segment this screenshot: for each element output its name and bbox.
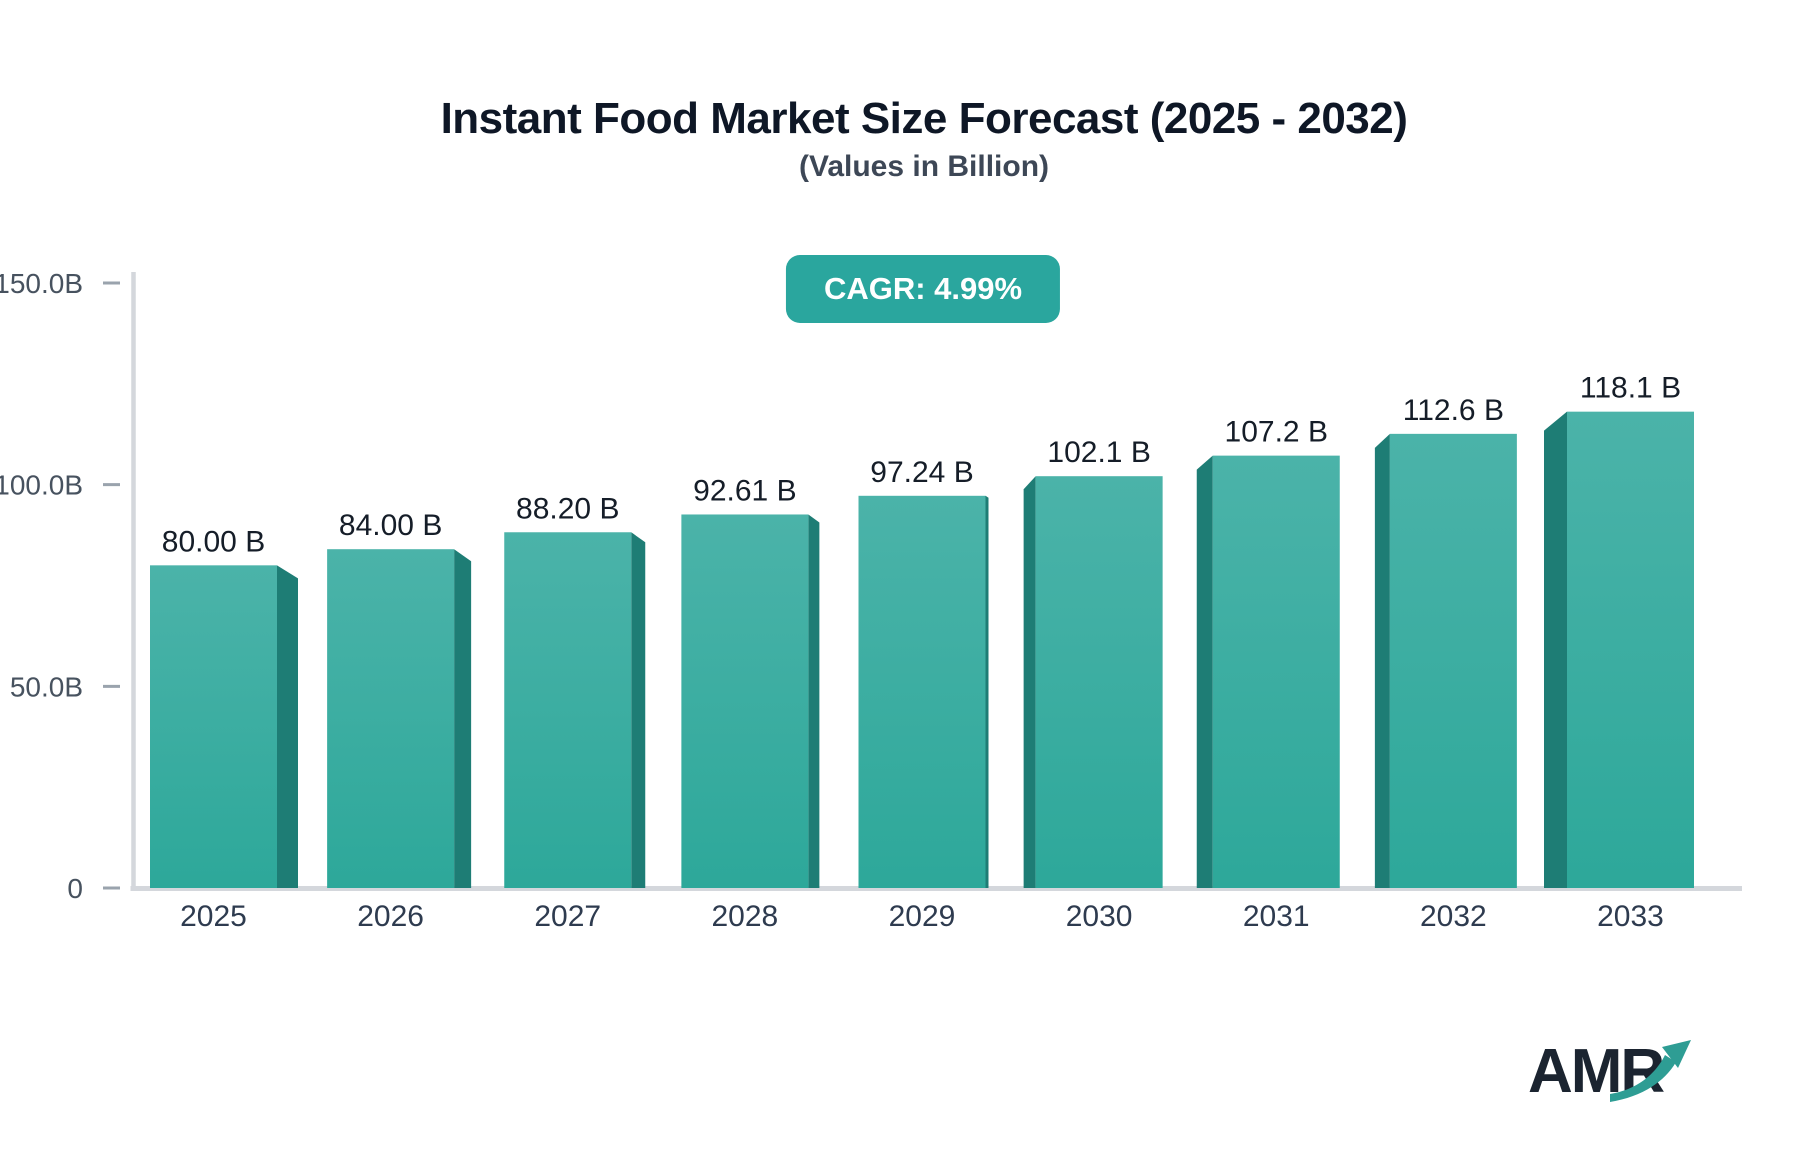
cagr-badge: CAGR: 4.99% xyxy=(785,255,1061,323)
x-tick-label: 2026 xyxy=(357,900,424,933)
x-tick-label: 2025 xyxy=(180,900,247,933)
bar-2028: 92.61 B 2028 xyxy=(681,474,820,933)
bars-group: 80.00 B 2025 84.00 B 2026 88.20 B 2027 92.61 B… xyxy=(150,372,1694,933)
bar-side-face xyxy=(631,532,646,888)
bar-2031: 107.2 B 2031 xyxy=(1196,416,1340,933)
bar-2029: 97.24 B 2029 xyxy=(858,456,989,933)
axes xyxy=(130,272,1742,891)
bar-2027: 88.20 B 2027 xyxy=(504,492,646,933)
bar-side-face xyxy=(985,495,989,888)
chart-title: Instant Food Market Size Forecast (2025 … xyxy=(440,94,1408,143)
growth-arrow-icon xyxy=(1610,1040,1691,1102)
bar-value-label: 97.24 B xyxy=(870,456,973,489)
x-tick-label: 2031 xyxy=(1243,900,1310,933)
bar-front-face xyxy=(1212,455,1340,888)
bar-2026: 84.00 B 2026 xyxy=(327,509,472,933)
bar-side-face xyxy=(1544,411,1567,888)
bar-side-face xyxy=(1374,433,1390,888)
x-tick-label: 2032 xyxy=(1420,900,1487,933)
bar-value-label: 102.1 B xyxy=(1047,436,1150,469)
bar-value-label: 80.00 B xyxy=(162,525,265,558)
chart-subtitle: (Values in Billion) xyxy=(798,150,1050,183)
y-tick-label: 0 xyxy=(67,873,83,904)
bar-side-face xyxy=(277,565,298,888)
amr-logo: AMR xyxy=(1528,1030,1738,1116)
bar-front-face xyxy=(1035,476,1163,888)
x-tick-label: 2028 xyxy=(712,900,779,933)
bar-front-face xyxy=(1567,411,1694,888)
y-tick-label: 50.0B xyxy=(10,671,83,702)
bar-front-face xyxy=(681,514,809,888)
x-tick-label: 2030 xyxy=(1066,900,1133,933)
x-tick-label: 2027 xyxy=(534,900,601,933)
bar-front-face xyxy=(1389,433,1517,888)
bar-2030: 102.1 B 2030 xyxy=(1023,436,1163,933)
bar-value-label: 88.20 B xyxy=(516,492,619,525)
bar-front-face xyxy=(150,565,277,888)
bar-value-label: 84.00 B xyxy=(339,509,442,542)
bar-side-face xyxy=(1196,455,1213,888)
y-tick-label: 100.0B xyxy=(0,470,83,501)
bar-2032: 112.6 B 2032 xyxy=(1374,394,1517,933)
bar-side-face xyxy=(808,514,820,888)
bar-front-face xyxy=(858,495,986,888)
y-tick-label: 150.0B xyxy=(0,268,83,299)
amr-logo-text: AMR xyxy=(1528,1037,1665,1106)
x-tick-label: 2033 xyxy=(1597,900,1664,933)
bar-value-label: 107.2 B xyxy=(1225,416,1328,449)
bar-front-face xyxy=(504,532,632,888)
bar-value-label: 112.6 B xyxy=(1403,394,1504,427)
bar-value-label: 92.61 B xyxy=(693,474,796,507)
x-tick-label: 2029 xyxy=(889,900,956,933)
bar-side-face xyxy=(1023,476,1036,888)
bar-front-face xyxy=(327,549,455,888)
bar-2025: 80.00 B 2025 xyxy=(150,525,298,933)
bar-value-label: 118.1 B xyxy=(1580,372,1681,405)
y-axis-ticks: 0 50.0B 100.0B 150.0B xyxy=(0,268,120,904)
bar-side-face xyxy=(454,549,472,888)
bar-2033: 118.1 B 2033 xyxy=(1544,372,1694,933)
